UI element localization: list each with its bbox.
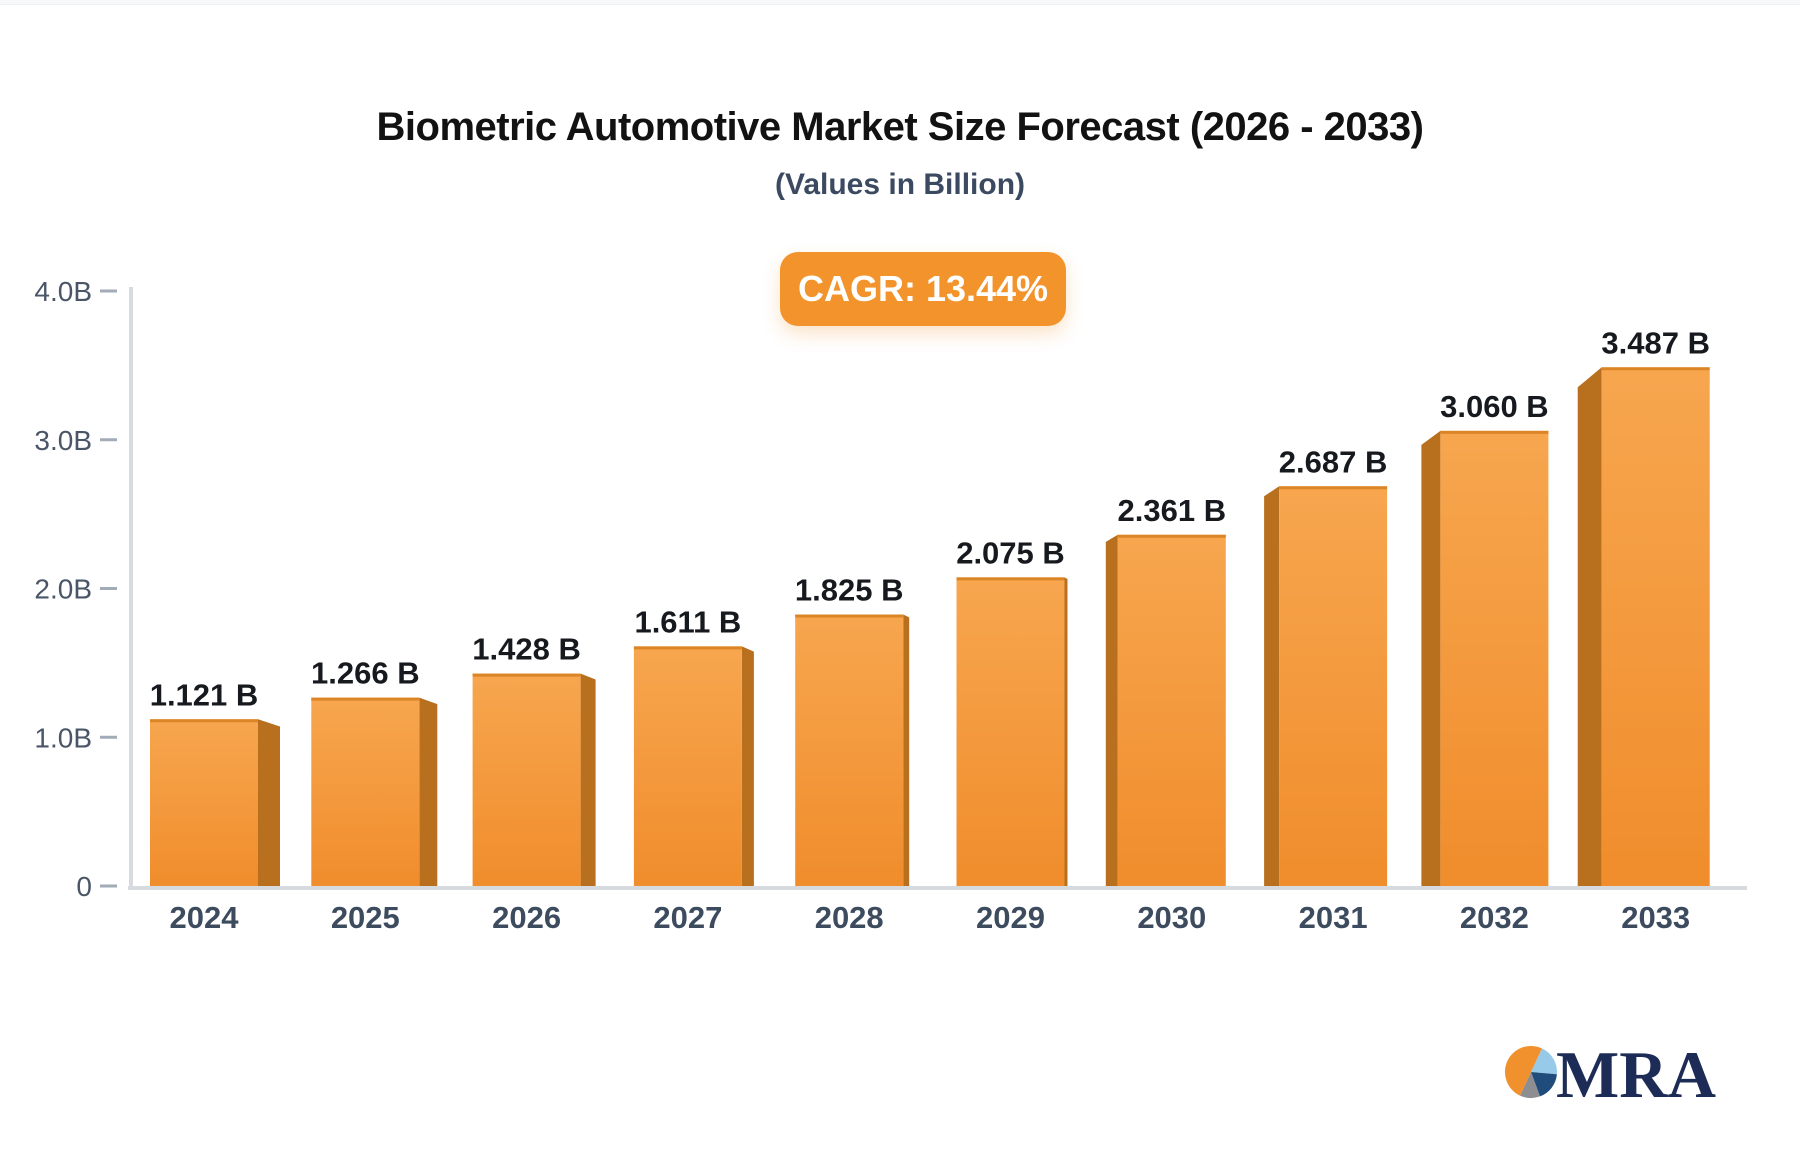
x-axis-year-label: 2028 <box>815 900 884 935</box>
y-tick-label: 1.0B <box>34 722 92 753</box>
x-axis-year-label: 2031 <box>1299 900 1368 935</box>
bar-group-2026: 1.428 B 2026 <box>472 632 596 935</box>
bar-front-face <box>1440 430 1549 886</box>
bar-side-face <box>1421 430 1441 886</box>
x-axis-year-label: 2032 <box>1460 900 1529 935</box>
pie-slice-gray <box>1520 1072 1540 1099</box>
bar-side-face <box>1577 367 1602 887</box>
bar-side-face <box>419 697 438 886</box>
x-axis-year-label: 2033 <box>1621 900 1690 935</box>
bar-group-2029: 2.075 B 2029 <box>956 535 1068 935</box>
pie-slice-navy <box>1531 1072 1557 1097</box>
bar-group-2027: 1.611 B 2027 <box>633 604 754 935</box>
bar-group-2030: 2.361 B 2030 <box>1105 493 1227 935</box>
y-tick-label: 4.0B <box>34 276 92 307</box>
bar-value-label: 3.487 B <box>1601 325 1710 360</box>
bar-front-face <box>795 614 904 886</box>
bar-value-label: 1.825 B <box>795 573 904 608</box>
bar-value-label: 1.611 B <box>634 604 741 639</box>
bar-group-2028: 1.825 B 2028 <box>795 573 910 935</box>
bar-front-face <box>633 646 742 886</box>
bar-front-face <box>956 577 1065 886</box>
bar-side-face <box>903 614 910 886</box>
bar-front-face <box>1279 486 1388 886</box>
pie-slice-blue <box>1531 1048 1558 1075</box>
bar-side-face <box>1105 534 1118 886</box>
page-top-strip <box>0 0 1800 5</box>
bar-side-face <box>258 719 280 886</box>
x-axis-year-label: 2025 <box>331 900 400 935</box>
chart-title: Biometric Automotive Market Size Forecas… <box>376 105 1424 149</box>
mra-logo-pie-icon <box>1504 1045 1558 1099</box>
y-tick-label: 3.0B <box>34 425 92 456</box>
bar-value-label: 1.121 B <box>150 677 259 712</box>
bar-group-2032: 3.060 B 2032 <box>1421 389 1549 935</box>
x-axis-year-label: 2026 <box>492 900 561 935</box>
bar-group-2031: 2.687 B 2031 <box>1264 444 1387 935</box>
mra-logo-text: MRA <box>1556 1038 1716 1112</box>
bar-side-face <box>1064 577 1068 886</box>
x-axis-year-label: 2030 <box>1137 900 1206 935</box>
bar-side-face <box>741 646 754 886</box>
bar-group-2024: 1.121 B 2024 <box>150 677 280 935</box>
bar-front-face <box>150 719 258 886</box>
bar-group-2033: 3.487 B 2033 <box>1577 325 1710 935</box>
y-tick-label: 0 <box>76 871 92 902</box>
bar-front-face <box>1601 367 1710 887</box>
pie-slice-orange <box>1504 1045 1542 1096</box>
cagr-badge-label: CAGR: 13.44% <box>797 268 1049 309</box>
bar-value-label: 1.266 B <box>311 656 420 691</box>
bar-group-2025: 1.266 B 2025 <box>311 656 438 935</box>
cagr-badge: CAGR: 13.44% <box>780 252 1066 326</box>
chart-subtitle: (Values in Billion) <box>774 168 1026 201</box>
bar-value-label: 2.075 B <box>956 535 1065 570</box>
bar-value-label: 3.060 B <box>1440 389 1549 424</box>
bar-value-label: 2.361 B <box>1118 493 1227 528</box>
x-axis-year-label: 2024 <box>170 900 240 935</box>
bar-front-face <box>311 697 420 886</box>
x-axis-year-label: 2027 <box>653 900 722 935</box>
bar-side-face <box>580 673 596 886</box>
bar-value-label: 1.428 B <box>472 632 581 667</box>
y-tick-label: 2.0B <box>34 574 92 605</box>
bar-value-label: 2.687 B <box>1279 444 1388 479</box>
bar-front-face <box>1117 534 1226 886</box>
bar-side-face <box>1264 486 1280 886</box>
mra-logo: MRA <box>1504 1038 1716 1112</box>
x-axis-year-label: 2029 <box>976 900 1045 935</box>
bar-front-face <box>472 673 581 886</box>
